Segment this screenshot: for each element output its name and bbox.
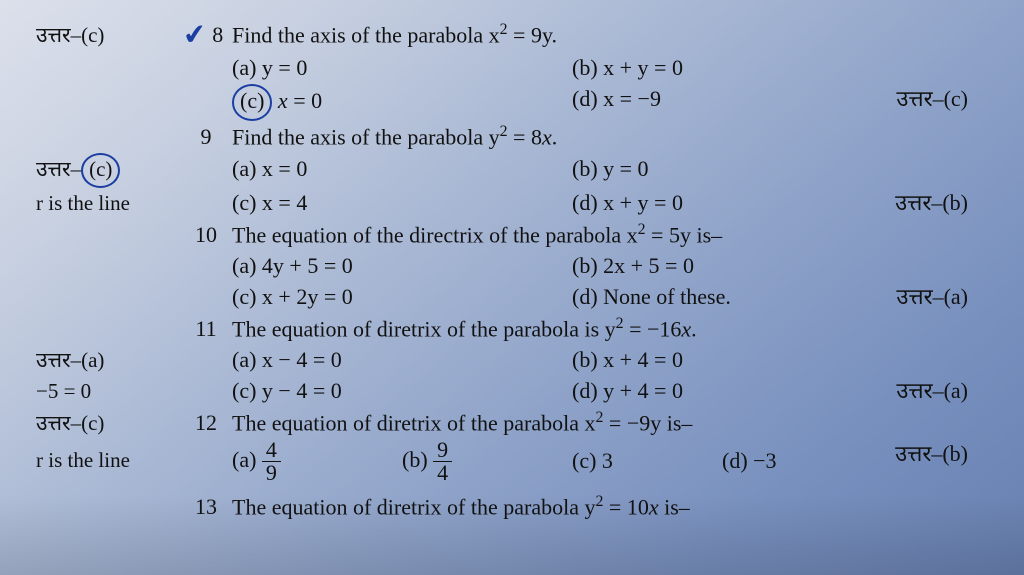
q10-stem: The equation of the directrix of the par… — [232, 219, 994, 251]
q13-number: 13 — [180, 492, 232, 523]
q11-stem: The equation of diretrix of the parabola… — [232, 313, 994, 345]
q11-answer: उत्तर–(a) — [896, 376, 968, 407]
q11-left-note-b: −5 = 0 — [30, 377, 180, 406]
q11-opt-c: (c) y − 4 = 0 — [232, 376, 572, 407]
q11-number: 11 — [180, 314, 232, 345]
q9-number: 9 — [180, 122, 232, 153]
q10-opt-a: (a) 4y + 5 = 0 — [232, 251, 572, 282]
hand-circle-icon: (c) — [81, 153, 120, 188]
q12-stem: The equation of diretrix of the parabola… — [232, 407, 994, 439]
q13-stem-row: 13 The equation of diretrix of the parab… — [30, 491, 994, 523]
q10-opts-ab: (a) 4y + 5 = 0 (b) 2x + 5 = 0 — [30, 251, 994, 282]
q11-stem-row: 11 The equation of diretrix of the parab… — [30, 313, 994, 345]
q8-stem-row: उत्तर–(c) ✔8 Find the axis of the parabo… — [30, 14, 994, 53]
hand-circle-icon: (c) — [232, 84, 272, 121]
q9-left-note-b: r is the line — [30, 189, 180, 218]
q8-opts-cd: (c) x = 0 (d) x = −9 उत्तर–(c) — [30, 84, 994, 121]
q11-opt-a: (a) x − 4 = 0 — [232, 345, 572, 376]
q11-left-note-a: उत्तर–(a) — [30, 346, 180, 375]
q8-answer: उत्तर–(c) — [896, 84, 968, 115]
q12-opt-c: (c) 3 — [572, 446, 722, 477]
q12-opt-a: (a) 49 — [232, 439, 402, 485]
q11-opts-ab: उत्तर–(a) (a) x − 4 = 0 (b) x + 4 = 0 — [30, 345, 994, 376]
q10-number: 10 — [180, 220, 232, 251]
q10-stem-row: 10 The equation of the directrix of the … — [30, 219, 994, 251]
q9-answer: उत्तर–(b) — [895, 188, 968, 219]
q9-opts-cd: r is the line (c) x = 4 (d) x + y = 0 उत… — [30, 188, 994, 219]
q8-stem: Find the axis of the parabola x2 = 9y. — [232, 19, 994, 51]
q9-stem: Find the axis of the parabola y2 = 8x. — [232, 121, 994, 153]
q8-opt-c: (c) x = 0 — [232, 84, 572, 121]
q8-opts-ab: (a) y = 0 (b) x + y = 0 — [30, 53, 994, 84]
q9-opts-ab: उत्तर–(c) (a) x = 0 (b) y = 0 — [30, 153, 994, 188]
q12-number: 12 — [180, 408, 232, 439]
q10-answer: उत्तर–(a) — [896, 282, 968, 313]
q12-opt-b: (b) 94 — [402, 439, 572, 485]
q13-stem: The equation of diretrix of the parabola… — [232, 491, 994, 523]
q12-stem-row: उत्तर–(c) 12 The equation of diretrix of… — [30, 407, 994, 439]
q8-opt-b: (b) x + y = 0 — [572, 53, 994, 84]
q10-opts-cd: (c) x + 2y = 0 (d) None of these. उत्तर–… — [30, 282, 994, 313]
q10-opt-c: (c) x + 2y = 0 — [232, 282, 572, 313]
q8-number: ✔8 — [180, 14, 232, 53]
q12-opt-d: (d) −3 — [722, 446, 872, 477]
q12-answer: उत्तर–(b) — [895, 439, 968, 470]
checkmark-icon: ✔ — [181, 15, 208, 56]
q10-opt-b: (b) 2x + 5 = 0 — [572, 251, 994, 282]
q9-stem-row: 9 Find the axis of the parabola y2 = 8x. — [30, 121, 994, 153]
q9-opt-a: (a) x = 0 — [232, 154, 572, 185]
q12-left-note-a: उत्तर–(c) — [30, 409, 180, 438]
q9-opt-c: (c) x = 4 — [232, 188, 572, 219]
q12-opts: r is the line (a) 49 (b) 94 (c) 3 (d) −3… — [30, 439, 994, 485]
q12-left-note-b: r is the line — [30, 446, 180, 475]
q9-opt-b: (b) y = 0 — [572, 154, 994, 185]
q8-opt-a: (a) y = 0 — [232, 53, 572, 84]
q9-left-note-a: उत्तर–(c) — [30, 153, 180, 188]
q8-top-margin: उत्तर–(c) — [30, 21, 180, 50]
q11-opts-cd: −5 = 0 (c) y − 4 = 0 (d) y + 4 = 0 उत्तर… — [30, 376, 994, 407]
q11-opt-b: (b) x + 4 = 0 — [572, 345, 994, 376]
